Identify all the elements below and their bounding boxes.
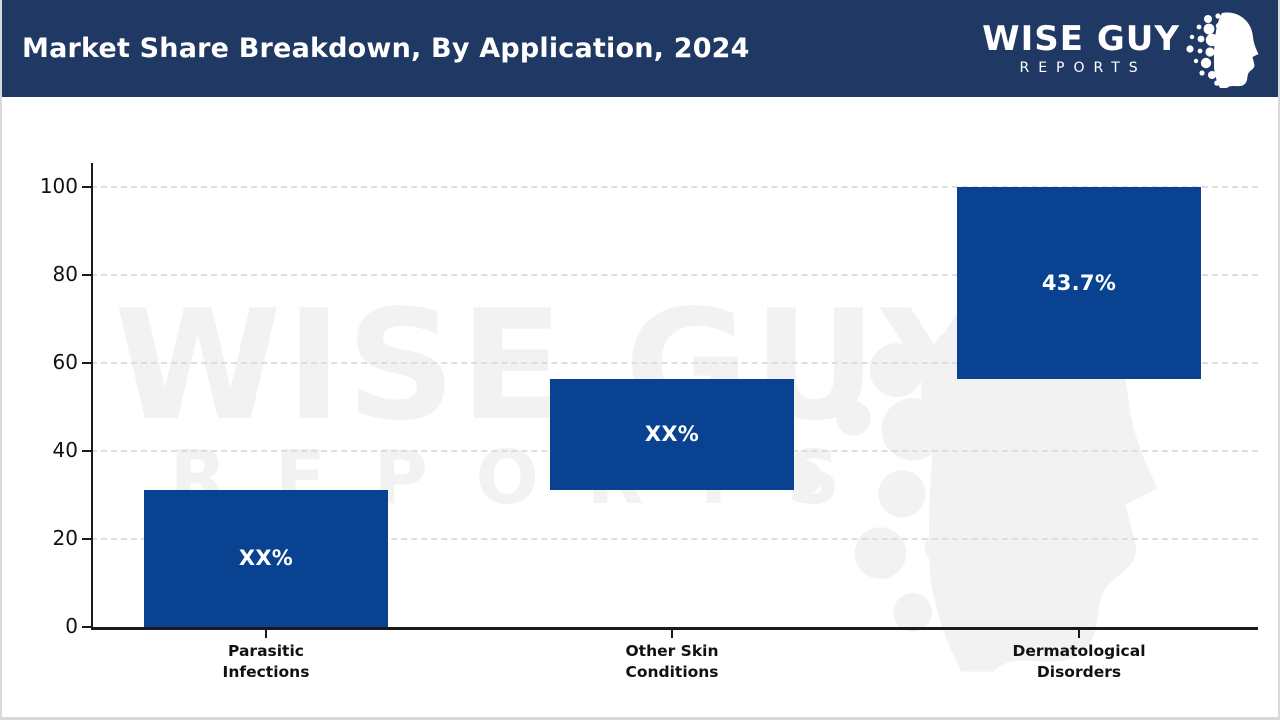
- bar-other-skin-conditions: XX%: [550, 379, 794, 490]
- y-tick-0: [82, 626, 91, 628]
- y-tick-label-20: 20: [52, 526, 78, 550]
- wiseguy-face-icon: [1186, 12, 1259, 88]
- bar-value-label-dermatological-disorders: 43.7%: [1041, 271, 1117, 296]
- category-label-other-skin-conditions: Other Skin Conditions: [625, 642, 719, 681]
- y-tick-label-80: 80: [52, 262, 78, 286]
- y-tick-label-40: 40: [52, 438, 78, 462]
- gridline-20: [91, 538, 1258, 540]
- bar-parasitic-infections: XX%: [144, 489, 388, 627]
- logo-wordmark: WISE GUY: [982, 19, 1180, 59]
- y-tick-label-0: 0: [65, 614, 78, 638]
- gridline-100: [91, 186, 1258, 188]
- wiseguy-logo: WISE GUY REPORTS: [982, 9, 1262, 89]
- wiseguy-logo-text: WISE GUY REPORTS: [982, 22, 1180, 75]
- page-title: Market Share Breakdown, By Application, …: [22, 33, 750, 64]
- x-axis: [91, 627, 1258, 630]
- y-axis: [91, 163, 93, 629]
- gridline-80: [91, 274, 1258, 276]
- header: Market Share Breakdown, By Application, …: [2, 0, 1278, 97]
- logo-subtitle: REPORTS: [1019, 60, 1147, 76]
- y-tick-label-60: 60: [52, 350, 78, 374]
- y-tick-20: [82, 538, 91, 540]
- x-tick-other-skin-conditions: [671, 630, 673, 638]
- y-tick-100: [82, 186, 91, 188]
- x-tick-parasitic-infections: [265, 630, 267, 638]
- bar-value-label-parasitic-infections: XX%: [238, 546, 294, 571]
- chart-area: WISE GUY REPORTS 0 20 40 60 80 100 XX% Parasiti…: [2, 97, 1278, 717]
- gridline-60: [91, 362, 1258, 364]
- category-label-dermatological-disorders: Dermatological Disorders: [1012, 642, 1146, 681]
- category-label-parasitic-infections: Parasitic Infections: [222, 642, 310, 681]
- y-tick-40: [82, 450, 91, 452]
- bar-value-label-other-skin-conditions: XX%: [644, 422, 700, 447]
- y-tick-60: [82, 362, 91, 364]
- y-tick-80: [82, 274, 91, 276]
- x-tick-dermatological-disorders: [1078, 630, 1080, 638]
- y-tick-label-100: 100: [39, 174, 78, 198]
- bar-dermatological-disorders: 43.7%: [957, 187, 1201, 380]
